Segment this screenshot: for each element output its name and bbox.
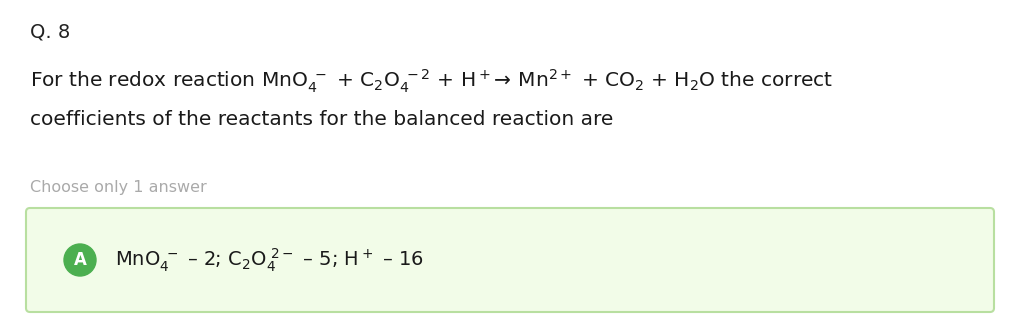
Text: For the redox reaction $\mathrm{MnO_4^{\ -}}$ + $\mathrm{C_2O_4^{\ -2}}$ + $\mat: For the redox reaction $\mathrm{MnO_4^{\… <box>30 68 834 95</box>
FancyBboxPatch shape <box>26 208 994 312</box>
Circle shape <box>63 244 96 276</box>
Text: Q. 8: Q. 8 <box>30 22 71 41</box>
Text: coefficients of the reactants for the balanced reaction are: coefficients of the reactants for the ba… <box>30 110 613 129</box>
Text: Choose only 1 answer: Choose only 1 answer <box>30 180 207 195</box>
Text: A: A <box>74 251 86 269</box>
Text: $\mathrm{MnO_4^{\ -}}$ – 2; $\mathrm{C_2O_4^{\ 2-}}$ – 5; $\mathrm{H^+}$ – 16: $\mathrm{MnO_4^{\ -}}$ – 2; $\mathrm{C_2… <box>115 246 424 274</box>
